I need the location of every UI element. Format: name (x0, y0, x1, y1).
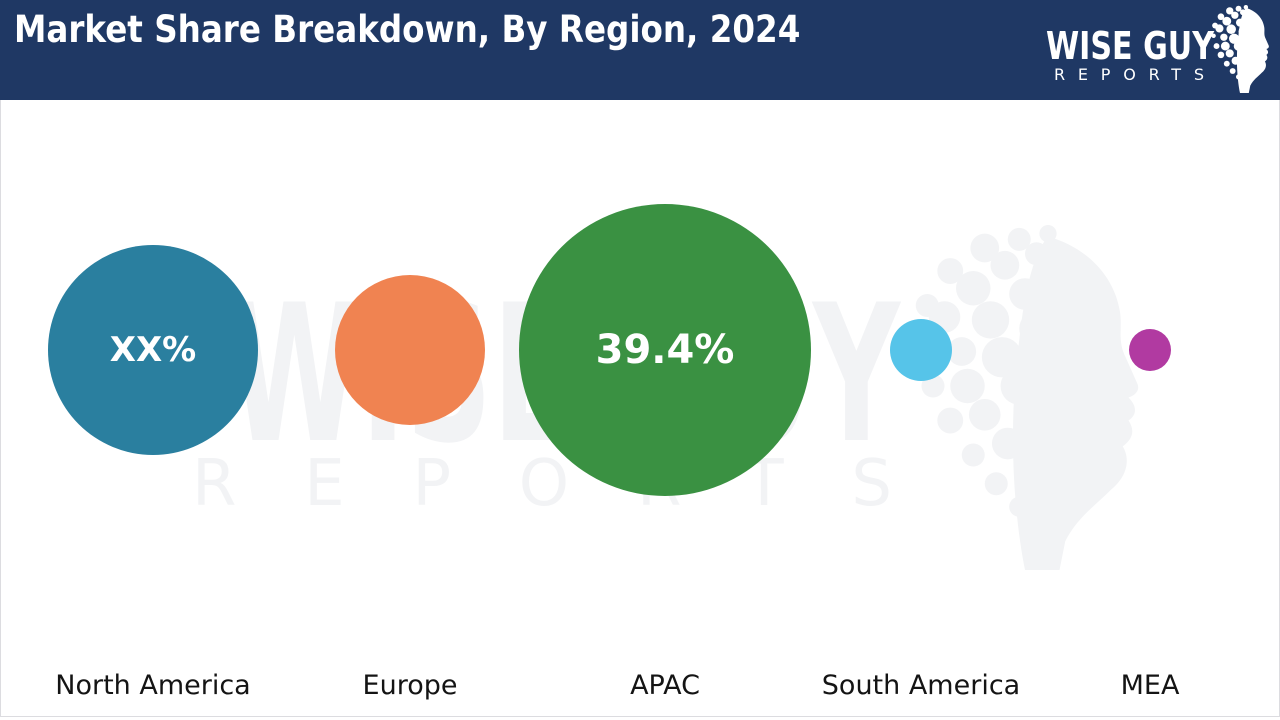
brand-logo: WISE GUY REPORTS (1046, 5, 1269, 93)
header-bar: Market Share Breakdown, By Region, 2024 … (0, 0, 1280, 100)
page-title: Market Share Breakdown, By Region, 2024 (14, 8, 801, 51)
category-label-europe: Europe (362, 670, 458, 701)
watermark-reports-text: REPORTS (192, 447, 892, 521)
category-label-apac: APAC (630, 670, 700, 701)
bubble-north-america: XX% (48, 245, 258, 455)
bubble-south-america (890, 319, 952, 381)
bubble-mea (1129, 329, 1171, 371)
bubble-value-label-north-america: XX% (109, 330, 197, 370)
category-label-south-america: South America (821, 670, 1021, 701)
bubble-apac: 39.4% (519, 204, 811, 496)
brand-name-text: WISE GUY (1046, 24, 1214, 68)
bubble-europe (335, 275, 485, 425)
category-label-north-america: North America (55, 670, 251, 701)
bubble-value-label-apac: 39.4% (595, 327, 735, 373)
category-label-mea: MEA (1120, 670, 1180, 701)
